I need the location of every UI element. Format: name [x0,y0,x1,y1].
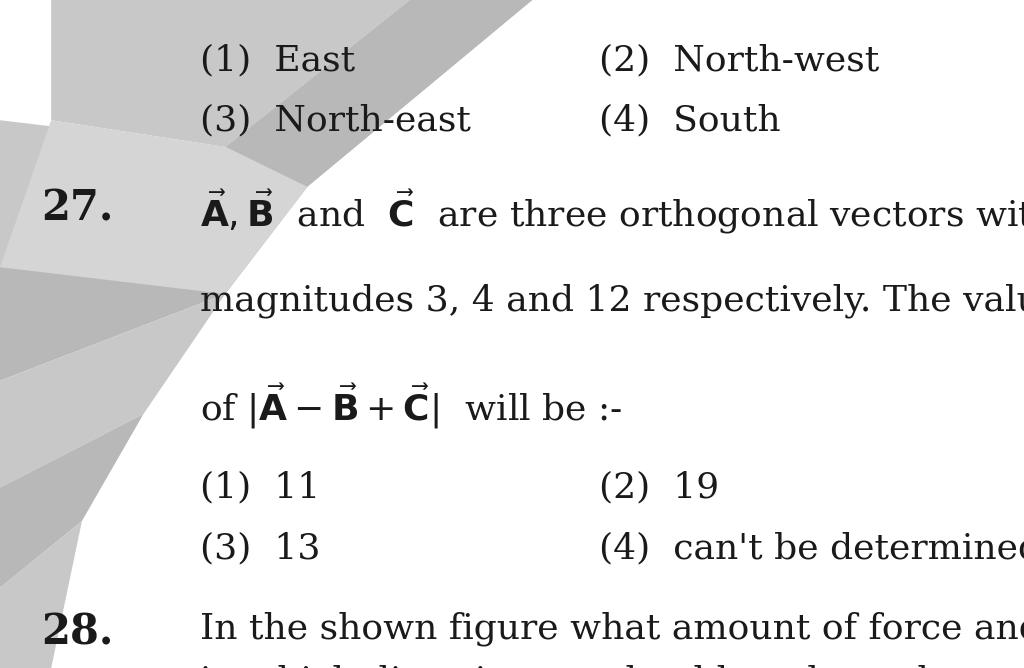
Text: (1)  11: (1) 11 [200,471,319,505]
Polygon shape [225,0,532,187]
Polygon shape [0,414,143,588]
Text: (2)  19: (2) 19 [599,471,719,505]
Text: (1)  East: (1) East [200,43,354,77]
Text: (3)  13: (3) 13 [200,531,321,565]
Text: 27.: 27. [41,187,114,229]
Polygon shape [0,294,225,488]
Polygon shape [0,187,307,381]
Text: in which direction we should apply so that net: in which direction we should apply so th… [200,665,1024,668]
Polygon shape [0,521,82,668]
Polygon shape [0,120,307,267]
Polygon shape [0,120,307,294]
Text: (4)  can't be determined: (4) can't be determined [599,531,1024,565]
Text: 28.: 28. [41,611,114,653]
Text: In the shown figure what amount of force and: In the shown figure what amount of force… [200,611,1024,646]
Text: (4)  South: (4) South [599,104,780,138]
Text: $\vec{\mathbf{A}},\vec{\mathbf{B}}$  and  $\vec{\mathbf{C}}$  are three orthogon: $\vec{\mathbf{A}},\vec{\mathbf{B}}$ and … [200,187,1024,236]
Text: magnitudes 3, 4 and 12 respectively. The value: magnitudes 3, 4 and 12 respectively. The… [200,284,1024,319]
Polygon shape [51,0,410,147]
Text: (2)  North-west: (2) North-west [599,43,880,77]
Text: of $|\vec{\mathbf{A}}-\vec{\mathbf{B}}+\vec{\mathbf{C}}|$  will be :-: of $|\vec{\mathbf{A}}-\vec{\mathbf{B}}+\… [200,381,623,431]
Text: (3)  North-east: (3) North-east [200,104,471,138]
